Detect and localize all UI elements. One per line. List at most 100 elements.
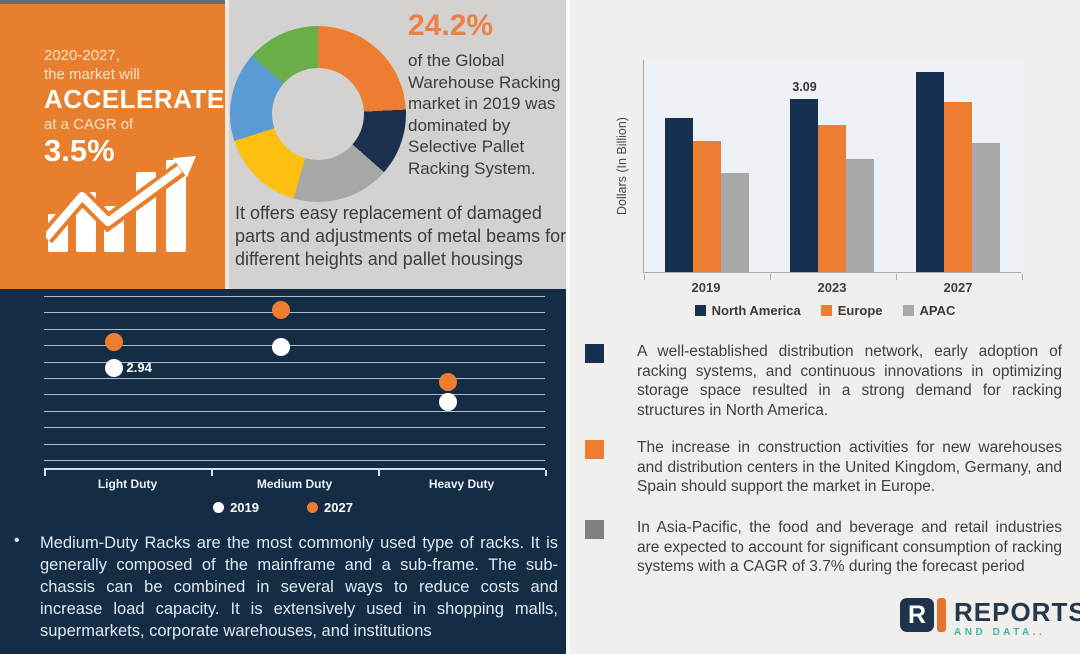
reports-and-data-logo: R REPORTS AND DATA.. <box>900 598 1080 638</box>
legend-label: North America <box>711 303 801 318</box>
bar-legend-Europe: Europe <box>820 303 883 318</box>
bar-Europe-2019 <box>692 141 721 272</box>
dot-2027-Heavy Duty <box>438 372 457 391</box>
cagr-value: 3.5% <box>44 133 115 168</box>
bar-x-label: 2019 <box>691 280 721 295</box>
bar-x-label: 2023 <box>817 280 847 295</box>
legend-swatch <box>307 502 318 513</box>
gridline <box>44 361 545 363</box>
axis-tick <box>770 274 771 280</box>
gridline <box>44 296 545 297</box>
insight-text-north-america: A well-established distribution network,… <box>637 343 1062 419</box>
top-strip <box>0 0 225 4</box>
gridline <box>44 394 545 396</box>
stat-block: 24.2% of the Global Warehouse Racking ma… <box>408 8 563 179</box>
subtitle-line: the market will <box>44 66 140 83</box>
legend-swatch <box>213 502 225 513</box>
axis-tick <box>1022 274 1023 280</box>
legend-label: Europe <box>837 303 883 318</box>
axis-tick <box>44 470 46 476</box>
stat-value: 24.2% <box>408 9 494 42</box>
gridline <box>44 312 545 314</box>
dot-plot-panel: 2.94 Light Duty Medium Duty Heavy Duty 201… <box>0 289 566 654</box>
dot-2027-Medium Duty <box>271 301 290 320</box>
gridline <box>44 410 545 412</box>
dot-2019-Medium Duty <box>271 338 290 357</box>
dot-2027-Light Duty <box>104 333 123 352</box>
bar-group-2027 <box>916 71 1001 272</box>
gridline <box>44 460 545 461</box>
logo-r-icon: R <box>900 598 934 632</box>
dot-plot-area: 2.94 <box>44 296 545 461</box>
insight-swatch-apac <box>585 520 604 539</box>
bar-APAC-2023 <box>846 159 875 272</box>
axis-tick <box>378 470 380 476</box>
dot-data-label: 2.94 <box>126 360 152 376</box>
gridline <box>44 427 545 429</box>
donut-caption: It offers easy replacement of damaged pa… <box>235 203 567 269</box>
bar-North America-2019 <box>664 118 693 272</box>
bar-APAC-2019 <box>720 172 749 272</box>
bar-y-axis-label: Dollars (In Billion) <box>615 117 629 215</box>
donut-hole <box>272 68 364 160</box>
dot-legend-2027: 2027 <box>307 500 353 515</box>
bar-legend: North America Europe APAC <box>570 303 1080 318</box>
legend-label: 2027 <box>324 500 353 515</box>
insight-apac: In Asia-Pacific, the food and beverage a… <box>585 518 1064 577</box>
insight-text-apac: In Asia-Pacific, the food and beverage a… <box>637 519 1062 575</box>
bar-x-label: 2027 <box>943 280 973 295</box>
logo-text: REPORTS AND DATA.. <box>954 598 1080 638</box>
bar-legend-North America: North America <box>694 303 801 318</box>
dot-category-label: Light Duty <box>97 477 158 491</box>
dot-legend-2019: 2019 <box>213 500 259 515</box>
bar-North America-2027 <box>916 71 945 272</box>
gridline <box>44 345 545 347</box>
dot-category-label: Heavy Duty <box>428 477 495 491</box>
legend-swatch <box>694 305 706 316</box>
right-column: Dollars (In Billion) 3.09 2019 2023 2027 N… <box>570 0 1080 654</box>
axis-tick <box>545 470 547 476</box>
bar-plot-area: 3.09 <box>643 60 1023 280</box>
gridline <box>44 328 545 330</box>
bar-North America-2023: 3.09 <box>790 80 819 272</box>
legend-swatch <box>902 305 914 316</box>
bar-APAC-2027 <box>972 142 1001 272</box>
stat-text: of the Global Warehouse Racking market i… <box>408 51 561 178</box>
medium-duty-note-text: Medium-Duty Racks are the most commonly … <box>40 534 558 640</box>
insight-text-europe: The increase in construction activities … <box>637 439 1062 495</box>
dot-categories: Light Duty Medium Duty Heavy Duty <box>44 477 545 491</box>
panel-separator <box>225 0 229 289</box>
period-line: 2020-2027, <box>44 47 120 64</box>
dot-axis <box>44 468 547 476</box>
dot-2019-Heavy Duty <box>438 393 457 411</box>
bar-x-labels: 2019 2023 2027 <box>643 280 1021 295</box>
bar-Europe-2023 <box>818 124 847 272</box>
bar-Europe-2027 <box>944 101 973 272</box>
bar-group-2019 <box>664 118 749 272</box>
bar-data-label: 3.09 <box>792 79 817 94</box>
logo-brand: REPORTS <box>954 597 1080 627</box>
cagr-line: at a CAGR of <box>44 116 134 133</box>
accelerate-text-block: 2020-2027, the market will ACCELERATE at… <box>44 46 224 168</box>
donut-panel: 24.2% of the Global Warehouse Racking ma… <box>229 0 566 289</box>
axis-tick <box>644 274 645 280</box>
growth-chart-icon <box>46 156 196 252</box>
dot-legend: 2019 2027 <box>0 500 566 515</box>
legend-swatch <box>820 305 832 316</box>
logo-mark-icon: R <box>900 598 946 632</box>
gridline <box>44 443 545 445</box>
dot-2019-Light Duty <box>104 359 123 378</box>
bullet-marker: • <box>14 532 20 549</box>
accelerate-panel: 2020-2027, the market will ACCELERATE at… <box>0 0 225 289</box>
dot-category-label: Medium Duty <box>256 477 333 491</box>
logo-bar-icon <box>937 598 946 632</box>
gridline <box>44 378 545 379</box>
insight-swatch-north-america <box>585 344 604 363</box>
medium-duty-note: • Medium-Duty Racks are the most commonl… <box>14 532 558 642</box>
legend-label: 2019 <box>230 500 259 515</box>
bar-group-2023: 3.09 <box>790 80 875 272</box>
donut-chart <box>230 26 406 202</box>
insight-north-america: A well-established distribution network,… <box>585 342 1064 420</box>
logo-tagline: AND DATA.. <box>954 627 1046 638</box>
